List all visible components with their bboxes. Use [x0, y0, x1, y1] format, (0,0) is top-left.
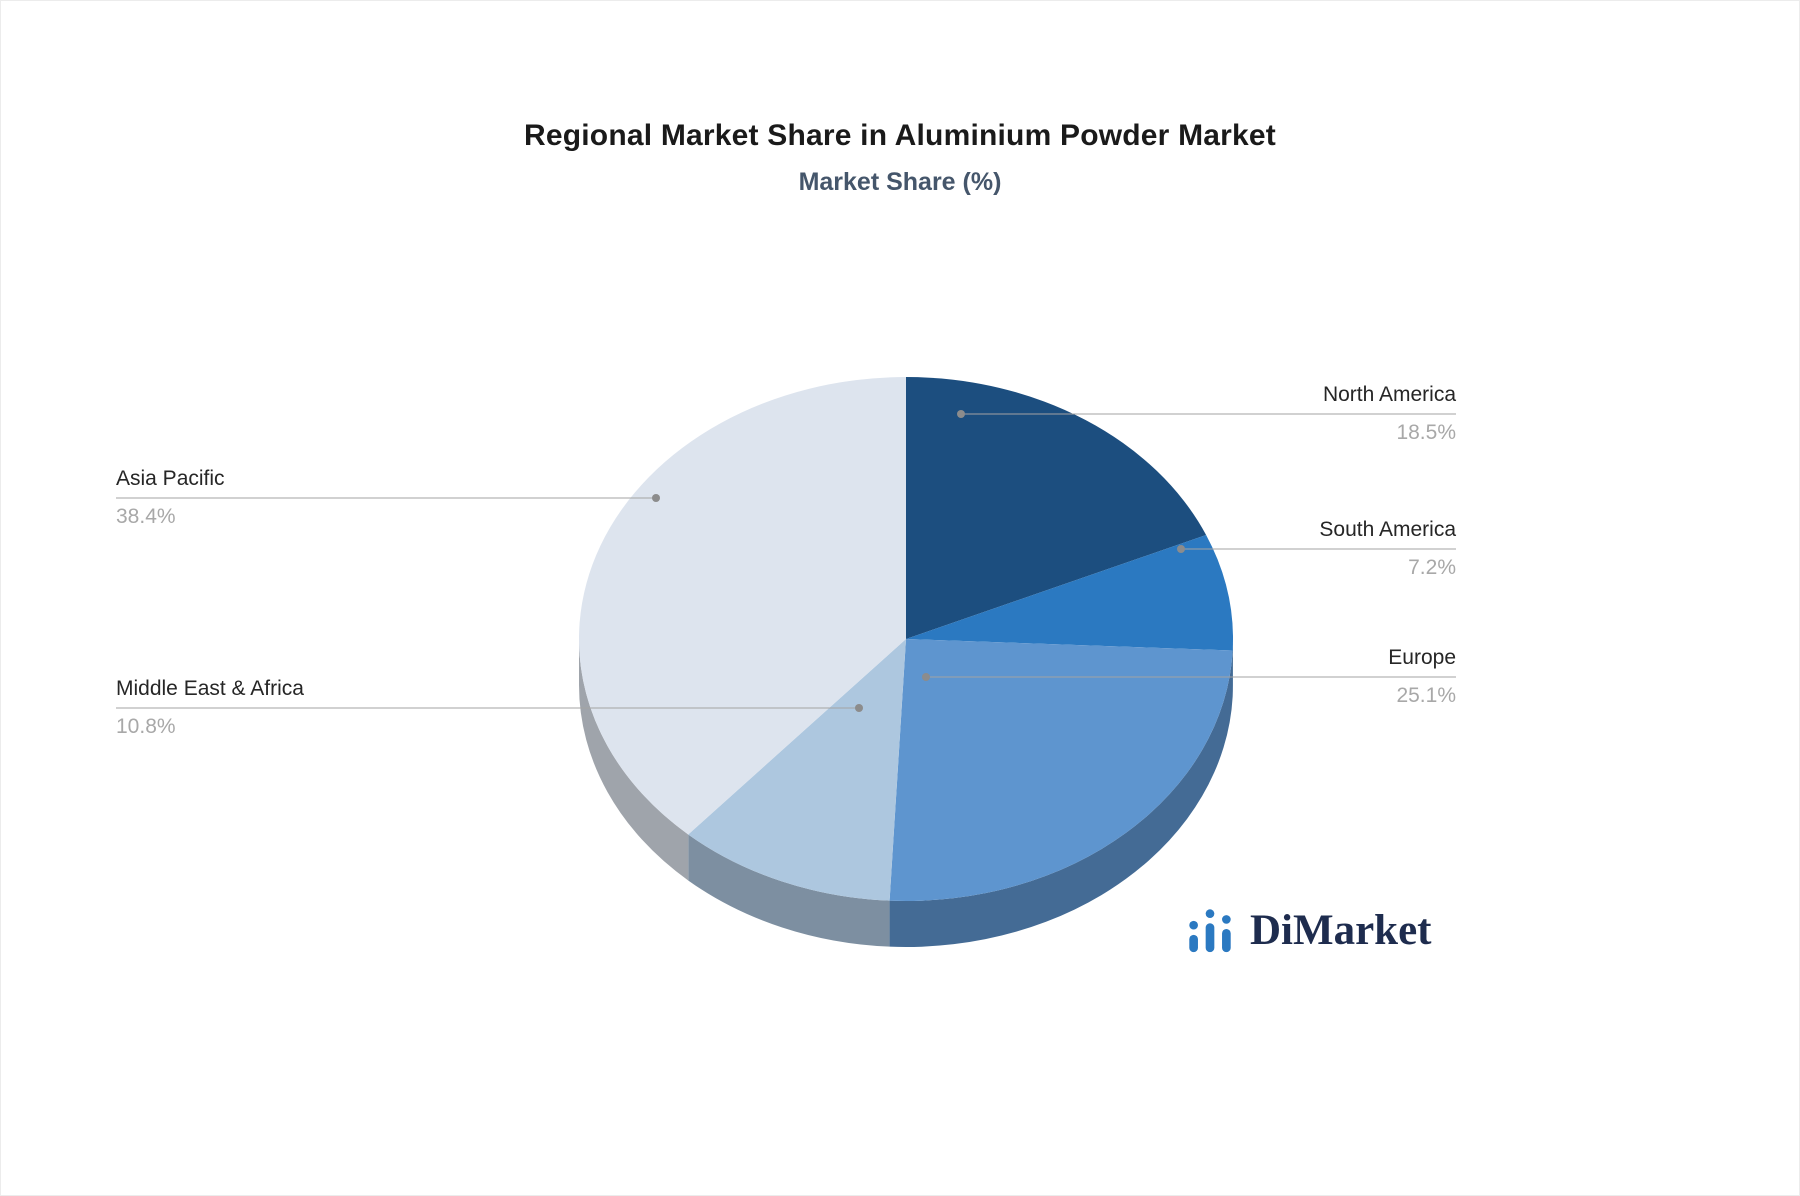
- chart-title: Regional Market Share in Aluminium Powde…: [524, 119, 1276, 152]
- pie-slice-north-america: [906, 377, 1207, 639]
- leader-dot-south-america: [1177, 545, 1185, 553]
- leader-dot-middle-east-africa: [855, 704, 863, 712]
- pie-slice-side-middle-east-africa: [688, 834, 890, 947]
- chart-subtitle: Market Share (%): [798, 168, 1002, 196]
- bar-chart-logo-icon: [1189, 909, 1231, 953]
- brand-name: DiMarket: [1250, 906, 1432, 954]
- leader-dot-asia-pacific: [652, 494, 660, 502]
- pie-slice-side-asia-pacific: [579, 639, 689, 881]
- pie-slice-middle-east-africa: [688, 639, 906, 901]
- pie-slice-south-america: [906, 534, 1233, 651]
- leader-dot-europe: [922, 673, 930, 681]
- brand-logo: DiMarket: [1184, 904, 1432, 956]
- pie-slice-asia-pacific: [578, 377, 906, 835]
- pie-slice-europe: [889, 639, 1233, 902]
- pie-slice-side-europe: [889, 650, 1233, 948]
- leader-dot-north-america: [957, 410, 965, 418]
